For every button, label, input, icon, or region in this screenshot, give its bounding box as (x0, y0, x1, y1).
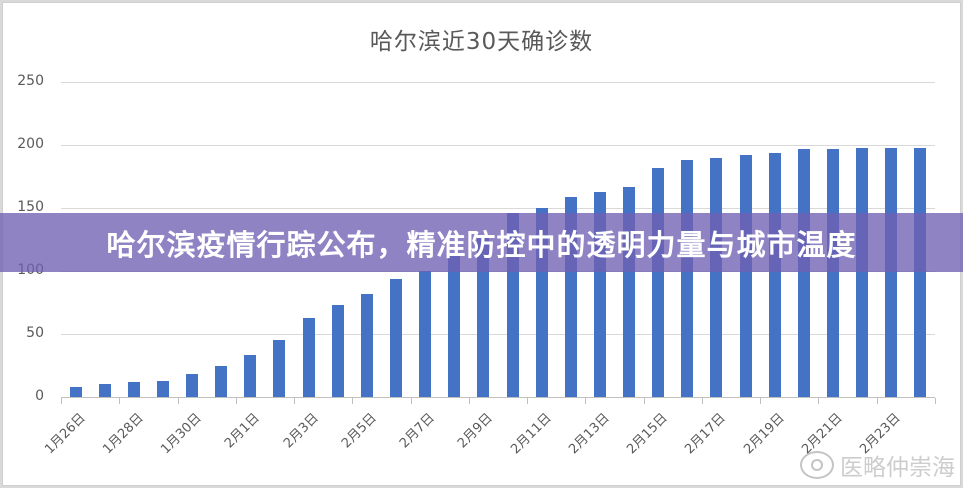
x-tick-mark (410, 398, 412, 404)
bar (739, 155, 752, 397)
x-tick-label: 2月3日 (280, 410, 322, 452)
x-tick-label: 1月28日 (99, 410, 147, 458)
x-tick-mark (643, 398, 645, 404)
x-tick-mark (585, 398, 587, 404)
x-tick-mark (818, 398, 820, 404)
watermark: 医略仲崇海 (800, 448, 955, 482)
x-tick-mark (701, 398, 703, 404)
chart-title: 哈尔滨近30天确诊数 (369, 29, 594, 55)
x-tick-mark (760, 398, 762, 404)
y-tick-label: 0 (35, 388, 44, 404)
bar (389, 278, 402, 397)
y-tick-label: 200 (17, 136, 44, 152)
bar (797, 148, 810, 397)
x-tick-label: 2月9日 (455, 410, 497, 452)
bar (302, 317, 315, 397)
x-tick-mark (61, 398, 62, 404)
bar (98, 384, 111, 397)
x-tick-mark (294, 398, 296, 404)
watermark-text: 医略仲崇海 (840, 455, 955, 481)
bar (156, 380, 169, 397)
bar (826, 148, 839, 397)
gridline (61, 334, 935, 335)
y-tick-label: 50 (26, 325, 44, 341)
x-tick-label: 1月26日 (41, 410, 89, 458)
bar (215, 365, 228, 397)
bar (885, 147, 898, 397)
x-tick-label: 2月15日 (624, 410, 671, 458)
bar (914, 147, 927, 397)
headline-banner: 哈尔滨疫情行踪公布，精准防控中的透明力量与城市温度 (0, 213, 963, 272)
headline-text: 哈尔滨疫情行踪公布，精准防控中的透明力量与城市温度 (106, 227, 857, 262)
bar (127, 381, 140, 397)
bar (273, 340, 286, 397)
gridline (61, 82, 935, 83)
bar (419, 271, 432, 397)
x-tick-mark (876, 398, 878, 404)
bar (69, 386, 82, 397)
bar (244, 355, 257, 397)
x-tick-label: 2月5日 (338, 410, 380, 452)
bar (477, 235, 490, 397)
x-tick-mark (235, 398, 237, 404)
y-tick-label: 150 (17, 199, 44, 215)
bar (448, 254, 461, 397)
weibo-icon (800, 451, 834, 479)
y-tick-label: 250 (17, 73, 44, 89)
x-tick-mark (468, 398, 470, 404)
x-tick-mark (119, 398, 121, 404)
x-tick-label: 1月30日 (158, 410, 205, 458)
x-axis-line (61, 397, 935, 398)
x-tick-label: 2月7日 (397, 410, 438, 452)
x-tick-mark (527, 398, 529, 404)
bar (186, 374, 199, 397)
gridline (61, 145, 935, 146)
x-tick-label: 2月11日 (507, 410, 555, 458)
x-tick-mark (352, 398, 354, 404)
x-tick-label: 2月19日 (740, 410, 788, 458)
gridline (61, 208, 935, 209)
x-tick-label: 2月17日 (682, 410, 730, 458)
bar (710, 157, 723, 397)
bar (768, 152, 781, 397)
bar (360, 293, 373, 397)
bar (331, 305, 344, 397)
x-tick-label: 2月1日 (222, 410, 264, 452)
x-tick-label: 2月13日 (566, 410, 613, 458)
bar (856, 147, 869, 397)
bar (652, 167, 665, 397)
x-tick-mark (177, 398, 179, 404)
x-tick-mark (934, 398, 936, 404)
bar (681, 160, 694, 397)
